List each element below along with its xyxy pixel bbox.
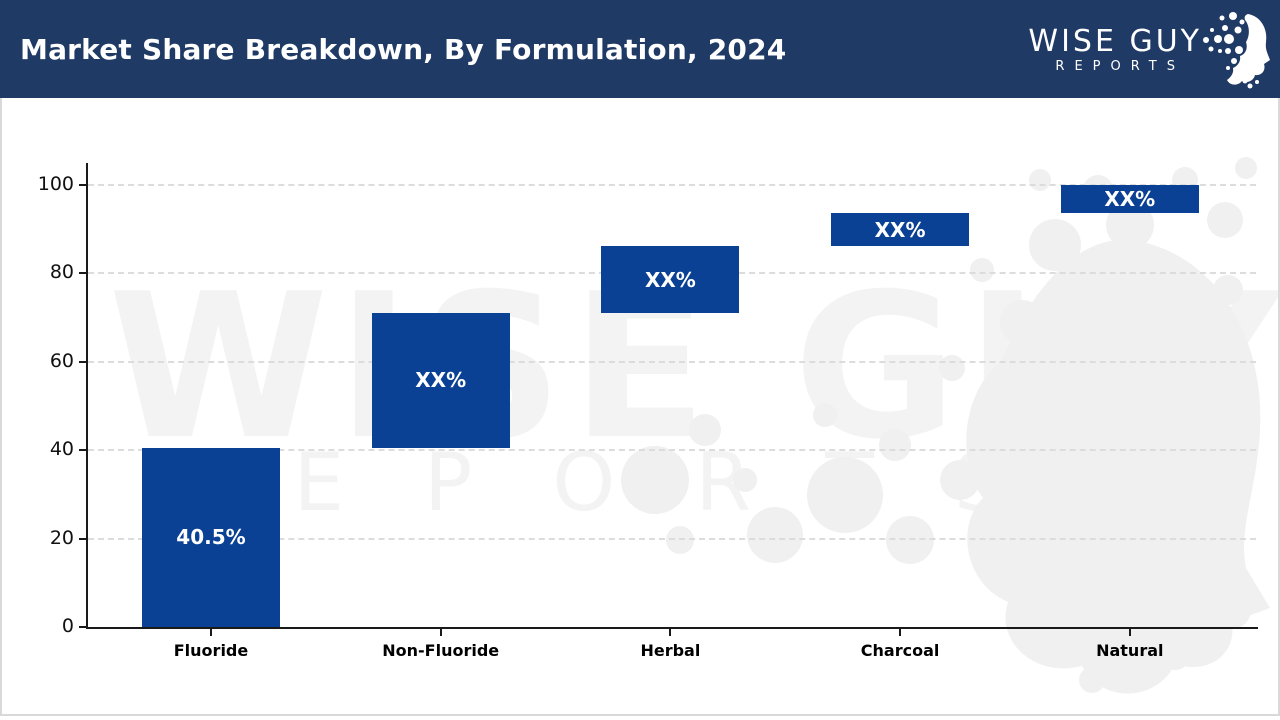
bottom-frame-line: [0, 714, 1280, 716]
x-axis: [86, 627, 1258, 629]
y-tick-80: [79, 272, 88, 274]
bar-label-fluoride: 40.5%: [176, 525, 246, 550]
brand-subname: REPORTS: [1055, 59, 1186, 74]
x-tick-herbal: [669, 629, 672, 636]
x-category-label-fluoride: Fluoride: [173, 641, 249, 660]
brand-logo: WISE GUY REPORTS: [1028, 0, 1272, 98]
y-axis: [86, 163, 88, 629]
x-tick-fluoride: [210, 629, 212, 636]
left-frame-line: [0, 98, 2, 716]
y-tick-20: [79, 537, 88, 540]
x-category-label-herbal: Herbal: [640, 641, 701, 660]
right-frame-line: [1278, 98, 1280, 716]
y-tick-0: [79, 626, 88, 628]
wise-guy-head-icon: [1203, 12, 1270, 89]
x-category-label-natural: Natural: [1096, 641, 1164, 660]
x-category-label-non-fluoride: Non-Fluoride: [382, 641, 500, 660]
bar-label-charcoal: XX%: [874, 217, 926, 242]
bar-label-natural: XX%: [1104, 186, 1156, 211]
y-tick-label-80: 80: [49, 261, 74, 283]
bar-label-non-fluoride: XX%: [415, 368, 467, 393]
gridline-60: [88, 360, 1256, 363]
y-tick-label-0: 0: [61, 615, 74, 637]
y-tick-label-100: 100: [37, 172, 74, 195]
bar-label-herbal: XX%: [644, 267, 696, 292]
brand-name: WISE GUY: [1028, 24, 1202, 59]
y-tick-100: [79, 183, 88, 186]
y-tick-40: [79, 449, 88, 451]
page-title: Market Share Breakdown, By Formulation, …: [20, 32, 787, 66]
x-tick-natural: [1128, 629, 1131, 636]
header-bar: Market Share Breakdown, By Formulation, …: [0, 0, 1280, 98]
x-tick-charcoal: [899, 629, 902, 636]
brand-wordmark: WISE GUY REPORTS: [1028, 24, 1202, 74]
x-tick-non-fluoride: [439, 629, 442, 636]
bar-non-fluoride: [371, 312, 510, 448]
x-category-label-charcoal: Charcoal: [860, 641, 940, 660]
y-tick-label-60: 60: [49, 349, 74, 372]
bar-herbal: [601, 246, 740, 313]
gridline-100: [88, 183, 1256, 186]
y-tick-60: [79, 360, 88, 363]
bar-fluoride: [142, 447, 280, 627]
y-tick-label-40: 40: [49, 438, 74, 460]
bar-charcoal: [831, 213, 970, 247]
y-tick-label-20: 20: [49, 526, 74, 549]
